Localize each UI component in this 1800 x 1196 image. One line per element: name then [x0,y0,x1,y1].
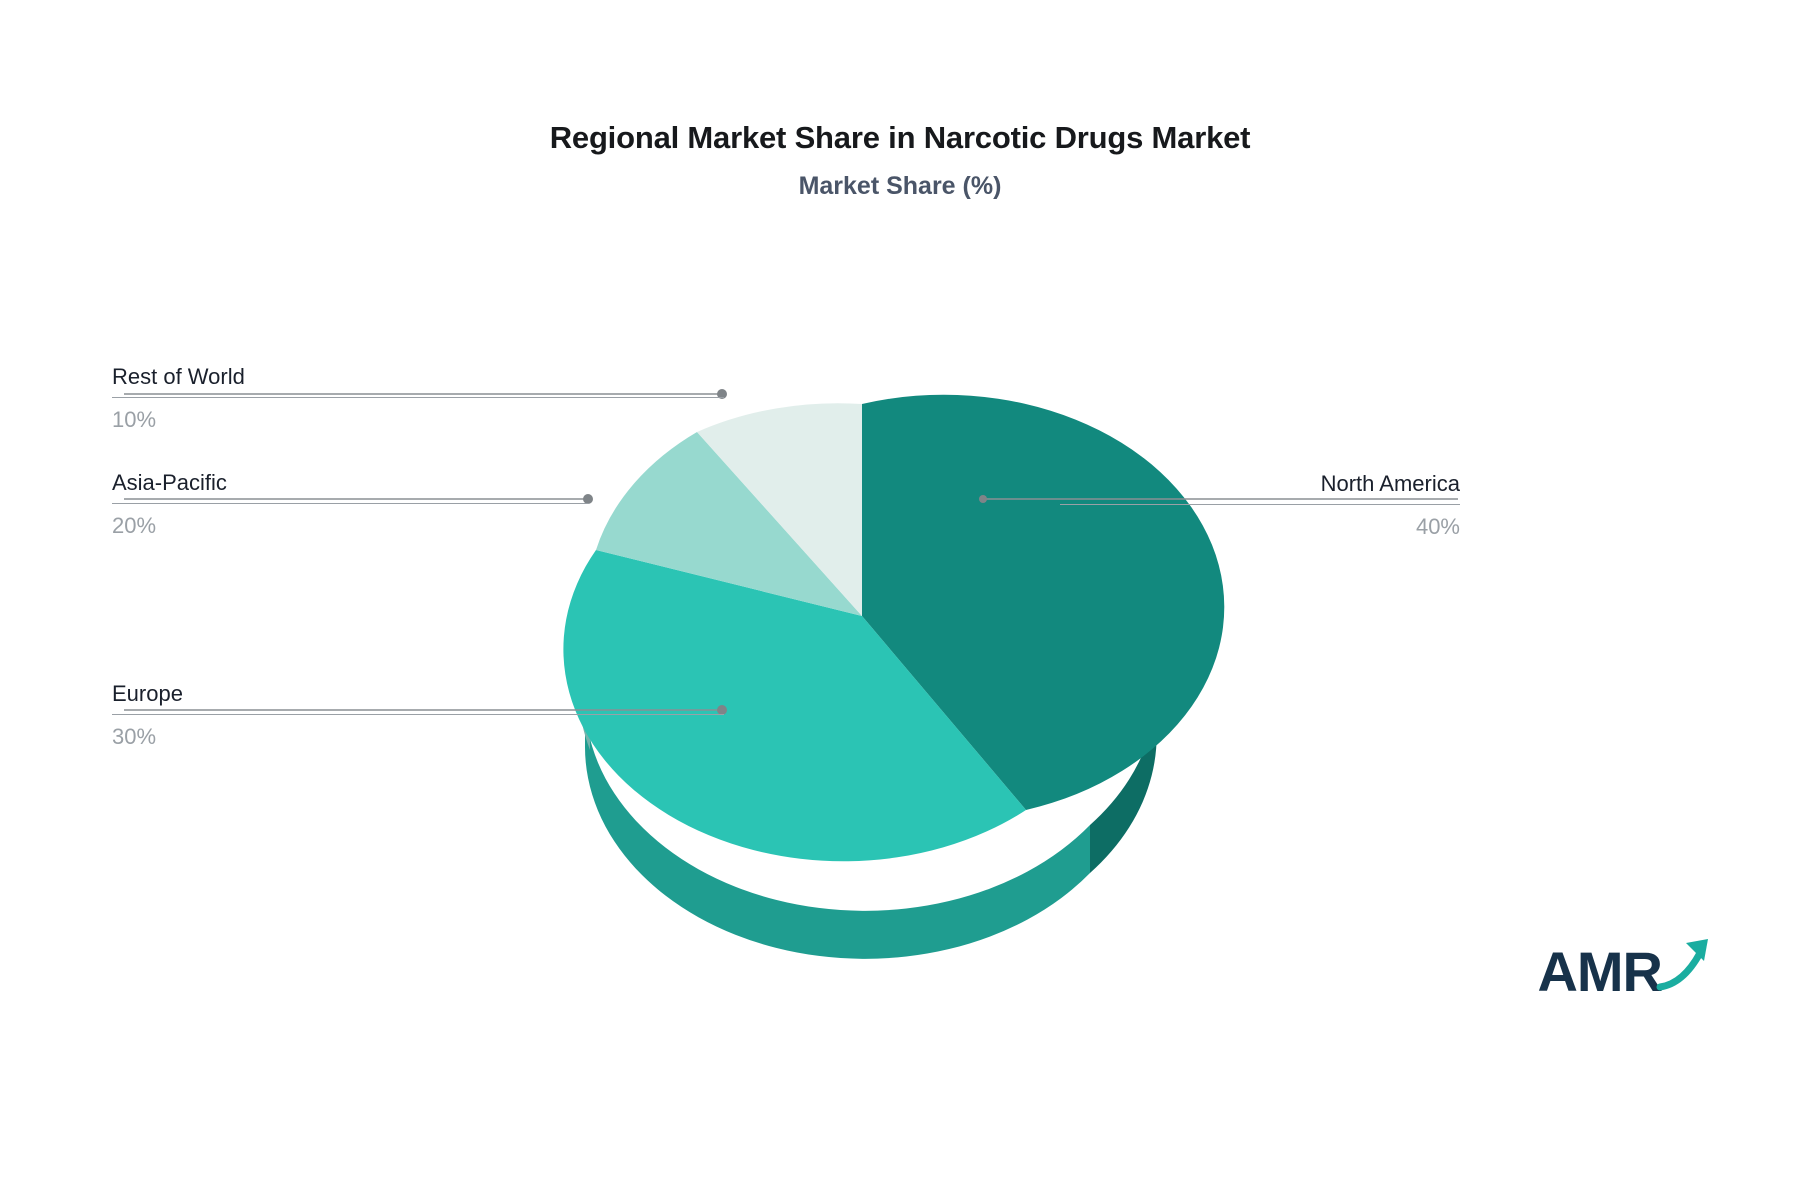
callout-value: 40% [1415,514,1460,539]
pie-side-north-america [1090,620,1157,873]
leader-dot-europe [717,705,727,715]
pie-slice-europe [563,550,1026,862]
callout-label: North America [1320,471,1460,496]
callout-label: Asia-Pacific [112,470,227,495]
amr-logo-text: AMR [1537,940,1663,1003]
callout-asia-pacific[interactable]: Asia-Pacific 20% [112,469,589,541]
pie-leader-lines [124,393,1458,711]
callout-north-america[interactable]: North America 40% [1060,470,1460,542]
chart-title: Regional Market Share in Narcotic Drugs … [549,120,1251,155]
callout-value: 20% [112,513,157,538]
pie-slice-asia-pacific [596,432,862,616]
callout-label: Rest of World [112,364,245,389]
leader-dot-north-america [979,495,987,503]
callout-rest-of-world[interactable]: Rest of World 10% [112,363,724,435]
leader-dot-asia-pacific [583,494,593,504]
amr-logo: AMR [1537,931,1718,1000]
callout-europe[interactable]: Europe 30% [112,680,724,752]
callout-label: Europe [112,681,183,706]
chart-subtitle: Market Share (%) [798,172,1002,200]
leader-dot-rest-of-world [717,389,727,399]
pie-slice-rest-of-world [697,403,862,616]
title-block: Regional Market Share in Narcotic Drugs … [0,118,1800,202]
callout-rule [112,397,724,398]
growth-arrow-icon [1656,931,1718,998]
pie-side-europe [584,697,1090,959]
callout-value: 30% [112,724,157,749]
pie-leader-dots [583,389,987,715]
callout-value: 10% [112,407,157,432]
callout-rule [112,714,724,715]
callout-rule [1060,504,1460,505]
callout-rule [112,503,589,504]
